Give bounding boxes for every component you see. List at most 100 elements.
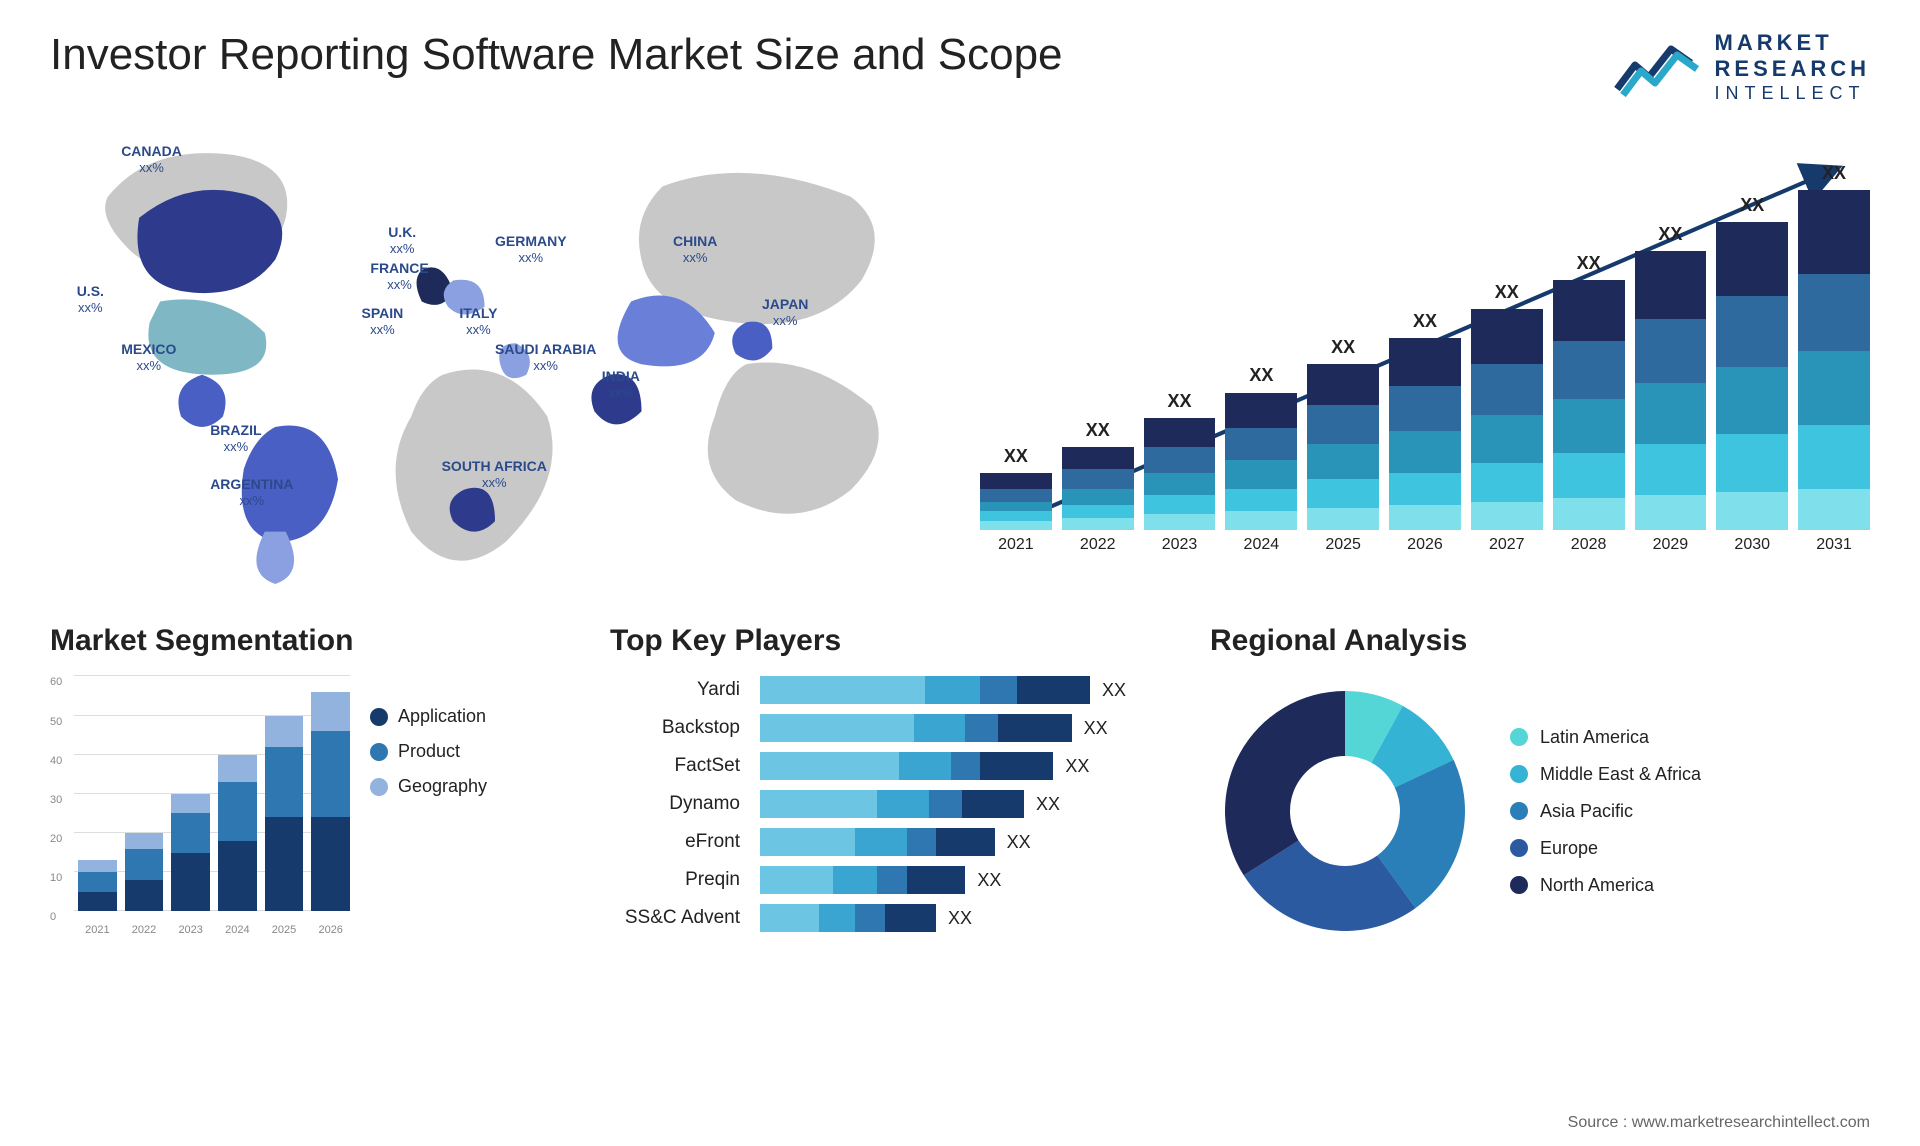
player-value-label: XX [1036, 794, 1060, 815]
growth-bar-toplabel: XX [1658, 224, 1682, 245]
seg-bar [125, 833, 164, 911]
growth-bar: XX 2027 [1471, 282, 1543, 554]
growth-bar-toplabel: XX [1577, 253, 1601, 274]
growth-year-label: 2026 [1407, 536, 1443, 554]
region-legend-item: Asia Pacific [1510, 801, 1701, 822]
growth-bar: XX 2023 [1144, 391, 1216, 554]
growth-bar: XX 2026 [1389, 311, 1461, 554]
player-name: SS&C Advent [625, 904, 740, 932]
growth-year-label: 2024 [1244, 536, 1280, 554]
seg-legend-item: Application [370, 706, 487, 727]
player-bar-row: XX [760, 790, 1170, 818]
regional-donut-chart [1210, 676, 1480, 946]
seg-year-label: 2026 [311, 924, 350, 936]
regional-title: Regional Analysis [1210, 624, 1870, 658]
seg-bar [78, 860, 117, 911]
map-label: SAUDI ARABIAxx% [495, 341, 596, 373]
growth-chart-panel: XX2021XX2022XX2023XX2024XX2025XX2026XX20… [980, 134, 1870, 584]
seg-bar [218, 755, 257, 912]
region-legend-item: North America [1510, 875, 1701, 896]
growth-year-label: 2031 [1816, 536, 1852, 554]
donut-segment [1225, 691, 1345, 875]
seg-year-label: 2022 [125, 924, 164, 936]
growth-year-label: 2028 [1571, 536, 1607, 554]
map-label: U.S.xx% [77, 283, 104, 315]
growth-bar: XX 2028 [1553, 253, 1625, 554]
logo-line3: INTELLECT [1715, 83, 1870, 105]
growth-bar: XX2029 [1635, 224, 1707, 554]
source-attribution: Source : www.marketresearchintellect.com [1568, 1114, 1870, 1132]
logo-line1: MARKET [1715, 30, 1870, 56]
map-label: SOUTH AFRICAxx% [442, 458, 547, 490]
player-name: Dynamo [669, 790, 740, 818]
region-legend-item: Europe [1510, 838, 1701, 859]
growth-year-label: 2030 [1734, 536, 1770, 554]
player-name: eFront [685, 828, 740, 856]
growth-year-label: 2027 [1489, 536, 1525, 554]
seg-year-label: 2023 [171, 924, 210, 936]
segmentation-chart: 0102030405060202120222023202420252026 [50, 676, 350, 936]
player-bar-row: XX [760, 714, 1170, 742]
seg-year-label: 2024 [218, 924, 257, 936]
growth-bar: XX 2024 [1225, 365, 1297, 554]
player-value-label: XX [977, 870, 1001, 891]
growth-bar-toplabel: XX [1168, 391, 1192, 412]
players-panel: Top Key Players Yardi Backstop FactSet Dyna… [610, 624, 1170, 946]
growth-year-label: 2023 [1162, 536, 1198, 554]
growth-bar-toplabel: XX [1740, 195, 1764, 216]
map-label: JAPANxx% [762, 296, 808, 328]
growth-bar-toplabel: XX [1495, 282, 1519, 303]
growth-bar-toplabel: XX [1249, 365, 1273, 386]
growth-bar: XX2022 [1062, 420, 1134, 554]
player-name: FactSet [675, 752, 740, 780]
player-value-label: XX [1065, 756, 1089, 777]
player-bar-row: XX [760, 828, 1170, 856]
logo-line2: RESEARCH [1715, 56, 1870, 82]
player-value-label: XX [1084, 718, 1108, 739]
map-label: SPAINxx% [362, 305, 404, 337]
player-value-label: XX [1007, 832, 1031, 853]
logo-mark-icon [1613, 35, 1703, 99]
seg-bar [171, 794, 210, 911]
map-label: CANADAxx% [121, 143, 182, 175]
player-name: Yardi [697, 676, 740, 704]
region-legend-item: Latin America [1510, 727, 1701, 748]
segmentation-title: Market Segmentation [50, 624, 570, 658]
growth-year-label: 2021 [998, 536, 1034, 554]
player-value-label: XX [1102, 680, 1126, 701]
growth-bar: XX 2030 [1716, 195, 1788, 554]
segmentation-panel: Market Segmentation 01020304050602021202… [50, 624, 570, 946]
seg-year-label: 2021 [78, 924, 117, 936]
player-name: Preqin [685, 866, 740, 894]
map-label: CHINAxx% [673, 233, 717, 265]
player-bar-row: XX [760, 752, 1170, 780]
growth-year-label: 2022 [1080, 536, 1116, 554]
growth-bar: XX 2031 [1798, 163, 1870, 554]
seg-year-label: 2025 [265, 924, 304, 936]
seg-legend-item: Geography [370, 776, 487, 797]
map-label: ARGENTINAxx% [210, 476, 293, 508]
regional-panel: Regional Analysis Latin America Middle Ea… [1210, 624, 1870, 946]
growth-bar-toplabel: XX [1822, 163, 1846, 184]
growth-bar-toplabel: XX [1331, 337, 1355, 358]
growth-bar-toplabel: XX [1004, 446, 1028, 467]
player-bar-row: XX [760, 676, 1170, 704]
brand-logo: MARKET RESEARCH INTELLECT [1613, 30, 1870, 104]
page-title: Investor Reporting Software Market Size … [50, 30, 1063, 80]
seg-bar [265, 716, 304, 912]
players-title: Top Key Players [610, 624, 1170, 658]
map-label: U.K.xx% [388, 224, 416, 256]
growth-bar: XX2025 [1307, 337, 1379, 555]
regional-legend: Latin America Middle East & Africa Asia Pa… [1510, 727, 1701, 896]
seg-bar [311, 692, 350, 911]
player-name: Backstop [662, 714, 740, 742]
region-legend-item: Middle East & Africa [1510, 764, 1701, 785]
map-label: INDIAxx% [602, 368, 640, 400]
seg-ytick: 0 [50, 911, 346, 923]
player-bar-row: XX [760, 904, 1170, 932]
growth-bar: XX 2021 [980, 446, 1052, 555]
world-map-panel: CANADAxx%U.S.xx%MEXICOxx%BRAZILxx%ARGENT… [50, 134, 940, 584]
seg-legend-item: Product [370, 741, 487, 762]
growth-bar-toplabel: XX [1413, 311, 1437, 332]
map-label: GERMANYxx% [495, 233, 567, 265]
